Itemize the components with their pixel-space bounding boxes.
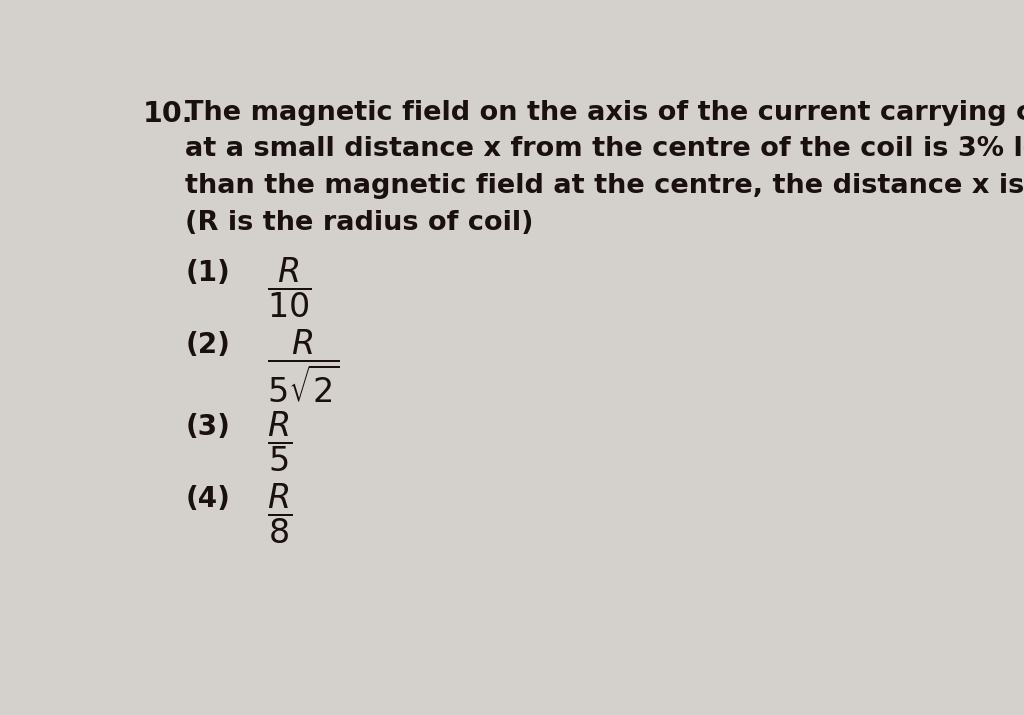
Text: (R is the radius of coil): (R is the radius of coil) xyxy=(185,210,534,236)
Text: (4): (4) xyxy=(185,485,230,513)
Text: $\dfrac{R}{8}$: $\dfrac{R}{8}$ xyxy=(267,481,292,546)
Text: 10.: 10. xyxy=(142,99,193,127)
Text: $\dfrac{R}{5\sqrt{2}}$: $\dfrac{R}{5\sqrt{2}}$ xyxy=(267,327,340,405)
Text: than the magnetic field at the centre, the distance x is -: than the magnetic field at the centre, t… xyxy=(185,173,1024,199)
Text: $\dfrac{R}{10}$: $\dfrac{R}{10}$ xyxy=(267,255,311,320)
Text: $\dfrac{R}{5}$: $\dfrac{R}{5}$ xyxy=(267,410,292,474)
Text: The magnetic field on the axis of the current carrying coil: The magnetic field on the axis of the cu… xyxy=(185,99,1024,126)
Text: at a small distance x from the centre of the coil is 3% less: at a small distance x from the centre of… xyxy=(185,137,1024,162)
Text: (2): (2) xyxy=(185,331,230,359)
Text: (3): (3) xyxy=(185,413,230,441)
Text: (1): (1) xyxy=(185,260,230,287)
